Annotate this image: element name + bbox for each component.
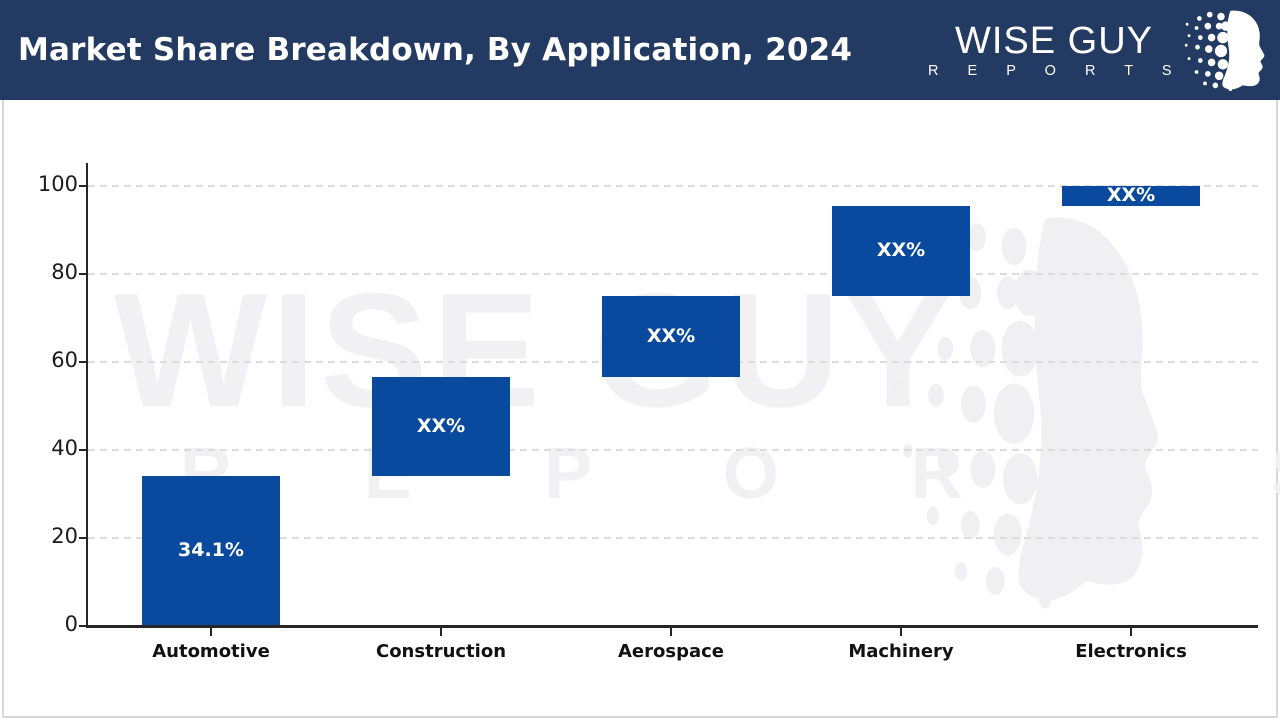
bar-value-label: XX% xyxy=(876,239,926,262)
bar-value-label: XX% xyxy=(1106,184,1156,207)
bar-value-label: 34.1% xyxy=(178,539,244,562)
gridline xyxy=(88,448,1258,451)
x-tick-mark xyxy=(440,628,442,636)
bar-value-label: XX% xyxy=(646,324,696,347)
bar-value-label: XX% xyxy=(416,414,466,437)
bar-construction: XX% xyxy=(372,376,510,476)
bar-machinery: XX% xyxy=(832,206,970,296)
y-tick-label: 80 xyxy=(51,259,78,284)
bar-aerospace: XX% xyxy=(602,295,740,377)
y-tick-mark xyxy=(79,360,88,363)
brand-wordmark-secondary: R E P O R T S xyxy=(928,62,1184,79)
y-tick-mark xyxy=(79,536,88,539)
bar-electronics: XX% xyxy=(1062,184,1200,207)
y-axis-line xyxy=(86,163,88,628)
x-axis-label: Automotive xyxy=(152,641,270,662)
x-axis-label: Machinery xyxy=(848,641,954,662)
watermark-wordmark: WISE GUY xyxy=(114,260,957,441)
y-tick-mark xyxy=(79,448,88,451)
brand-logo: WISE GUY R E P O R T S xyxy=(924,8,1268,92)
chart-title: Market Share Breakdown, By Application, … xyxy=(18,32,853,68)
x-tick-mark xyxy=(1130,628,1132,636)
x-tick-mark xyxy=(900,628,902,636)
gridline xyxy=(88,536,1258,539)
y-tick-label: 40 xyxy=(51,435,78,460)
header-band: Market Share Breakdown, By Application, … xyxy=(0,0,1280,100)
x-axis-label: Aerospace xyxy=(617,641,724,662)
bar-automotive: 34.1% xyxy=(142,475,280,626)
y-tick-label: 20 xyxy=(51,523,78,548)
brand-wordmark-primary: WISE GUY xyxy=(954,19,1154,62)
gridline xyxy=(88,272,1258,275)
brand-wordmark: WISE GUY R E P O R T S xyxy=(924,22,1184,79)
y-tick-label: 60 xyxy=(51,347,78,372)
y-tick-mark xyxy=(79,272,88,275)
y-tick-mark xyxy=(79,184,88,187)
x-axis-line xyxy=(86,625,1258,628)
x-tick-mark xyxy=(670,628,672,636)
y-tick-label: 100 xyxy=(37,171,78,196)
wise-guy-head-icon xyxy=(1184,10,1265,92)
y-tick-label: 0 xyxy=(64,612,78,636)
x-axis-label: Construction xyxy=(375,641,507,662)
x-tick-mark xyxy=(210,628,212,636)
gridline xyxy=(88,184,1258,187)
x-axis-label: Electronics xyxy=(1075,641,1187,662)
y-tick-mark xyxy=(79,625,88,627)
